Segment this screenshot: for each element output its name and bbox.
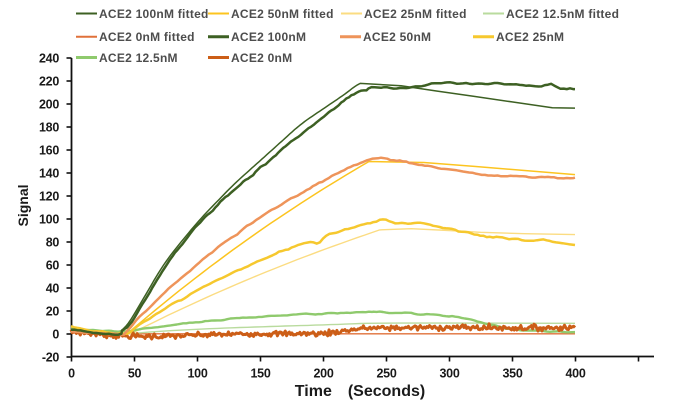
svg-text:200: 200 — [39, 97, 59, 111]
svg-text:220: 220 — [39, 74, 59, 88]
svg-text:60: 60 — [46, 258, 60, 272]
svg-text:ACE2 12.5nM fitted: ACE2 12.5nM fitted — [506, 7, 619, 21]
svg-text:40: 40 — [46, 281, 60, 295]
svg-text:400: 400 — [566, 367, 586, 381]
svg-text:80: 80 — [46, 235, 60, 249]
svg-text:240: 240 — [39, 51, 59, 65]
svg-text:200: 200 — [314, 367, 334, 381]
svg-text:180: 180 — [39, 120, 59, 134]
svg-text:120: 120 — [39, 189, 59, 203]
svg-text:100: 100 — [39, 212, 59, 226]
svg-text:150: 150 — [251, 367, 271, 381]
svg-text:ACE2 0nM: ACE2 0nM — [231, 51, 292, 65]
svg-text:350: 350 — [503, 367, 523, 381]
svg-text:20: 20 — [46, 304, 60, 318]
svg-text:250: 250 — [377, 367, 397, 381]
svg-text:ACE2 25nM: ACE2 25nM — [496, 30, 564, 44]
svg-text:ACE2 12.5nM: ACE2 12.5nM — [99, 51, 178, 65]
svg-text:ACE2 50nM fitted: ACE2 50nM fitted — [231, 7, 334, 21]
svg-text:100: 100 — [188, 367, 208, 381]
svg-text:ACE2 0nM fitted: ACE2 0nM fitted — [99, 30, 195, 44]
svg-text:ACE2 100nM fitted: ACE2 100nM fitted — [99, 7, 209, 21]
svg-text:140: 140 — [39, 166, 59, 180]
svg-text:Signal: Signal — [15, 184, 31, 226]
svg-text:ACE2 50nM: ACE2 50nM — [363, 30, 431, 44]
svg-text:0: 0 — [52, 327, 59, 341]
svg-text:Time (Seconds): Time (Seconds) — [295, 383, 425, 400]
svg-text:-20: -20 — [42, 350, 60, 364]
svg-text:50: 50 — [128, 367, 142, 381]
svg-text:0: 0 — [68, 367, 75, 381]
svg-text:300: 300 — [440, 367, 460, 381]
svg-text:ACE2 100nM: ACE2 100nM — [231, 30, 306, 44]
svg-text:ACE2 25nM fitted: ACE2 25nM fitted — [364, 7, 467, 21]
svg-text:160: 160 — [39, 143, 59, 157]
